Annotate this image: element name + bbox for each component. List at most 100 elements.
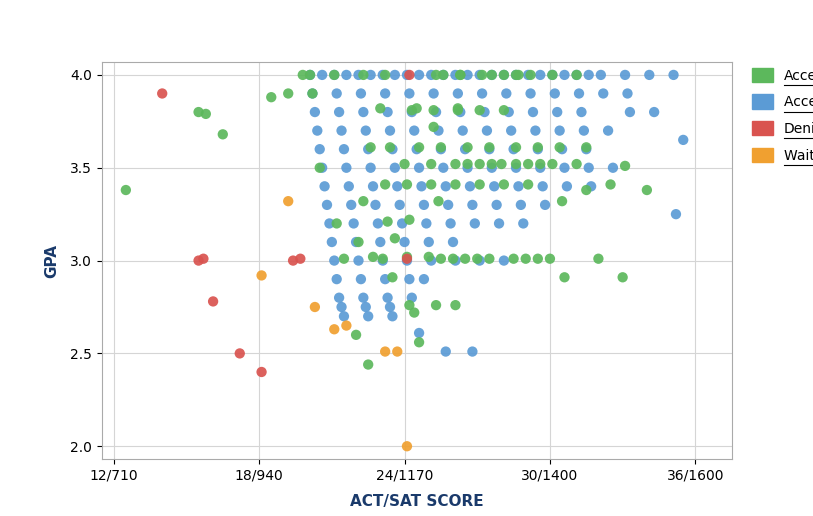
Accepted bbox=[580, 143, 593, 152]
Accepted, Won't Attend bbox=[362, 145, 375, 153]
Accepted bbox=[330, 219, 343, 228]
Accepted, Won't Attend bbox=[328, 256, 341, 265]
Accepted, Won't Attend bbox=[420, 219, 433, 228]
Denied bbox=[403, 71, 416, 79]
Accepted, Won't Attend bbox=[393, 201, 406, 209]
Accepted bbox=[328, 71, 341, 79]
Accepted bbox=[546, 160, 559, 168]
Accepted, Won't Attend bbox=[538, 201, 551, 209]
Legend: Accepted, Accepted, Won't Attend, Denied, Wait Listed: Accepted, Accepted, Won't Attend, Denied… bbox=[745, 61, 813, 169]
Accepted, Won't Attend bbox=[364, 71, 377, 79]
Accepted bbox=[350, 331, 363, 339]
Accepted, Won't Attend bbox=[376, 256, 389, 265]
Denied bbox=[233, 349, 246, 358]
Accepted, Won't Attend bbox=[403, 89, 416, 98]
Accepted, Won't Attend bbox=[439, 182, 452, 190]
Accepted, Won't Attend bbox=[374, 238, 387, 246]
Accepted bbox=[473, 180, 486, 188]
Accepted bbox=[432, 197, 445, 205]
Accepted bbox=[410, 104, 423, 112]
Accepted bbox=[476, 71, 489, 79]
Accepted, Won't Attend bbox=[417, 275, 430, 283]
Accepted, Won't Attend bbox=[340, 71, 353, 79]
Accepted, Won't Attend bbox=[330, 275, 343, 283]
Accepted, Won't Attend bbox=[410, 145, 423, 153]
Accepted bbox=[522, 160, 535, 168]
Accepted, Won't Attend bbox=[384, 126, 397, 135]
Accepted, Won't Attend bbox=[422, 238, 435, 246]
Accepted, Won't Attend bbox=[444, 219, 457, 228]
Accepted, Won't Attend bbox=[424, 256, 437, 265]
Accepted, Won't Attend bbox=[335, 126, 348, 135]
Accepted, Won't Attend bbox=[558, 71, 571, 79]
Accepted bbox=[199, 110, 212, 118]
Wait Listed bbox=[308, 303, 321, 311]
Denied bbox=[192, 256, 205, 265]
Accepted bbox=[510, 143, 523, 152]
Accepted bbox=[498, 106, 511, 115]
Accepted bbox=[543, 254, 556, 263]
Accepted, Won't Attend bbox=[507, 145, 520, 153]
Accepted bbox=[403, 301, 416, 309]
Accepted bbox=[265, 93, 278, 101]
Accepted, Won't Attend bbox=[432, 126, 445, 135]
Accepted, Won't Attend bbox=[406, 108, 419, 116]
Accepted, Won't Attend bbox=[389, 164, 402, 172]
Accepted, Won't Attend bbox=[534, 71, 547, 79]
Accepted bbox=[641, 186, 654, 194]
Accepted, Won't Attend bbox=[478, 108, 491, 116]
Accepted, Won't Attend bbox=[412, 71, 425, 79]
Accepted bbox=[398, 160, 411, 168]
Accepted, Won't Attend bbox=[461, 164, 474, 172]
Accepted bbox=[553, 143, 566, 152]
Accepted, Won't Attend bbox=[480, 126, 493, 135]
Accepted, Won't Attend bbox=[570, 71, 583, 79]
Accepted, Won't Attend bbox=[553, 126, 566, 135]
Accepted, Won't Attend bbox=[441, 201, 454, 209]
Accepted, Won't Attend bbox=[463, 182, 476, 190]
Accepted bbox=[454, 71, 467, 79]
Accepted, Won't Attend bbox=[379, 275, 392, 283]
Accepted, Won't Attend bbox=[367, 182, 380, 190]
Wait Listed bbox=[255, 271, 268, 280]
Accepted, Won't Attend bbox=[466, 201, 479, 209]
Accepted bbox=[362, 360, 375, 368]
Accepted, Won't Attend bbox=[449, 71, 462, 79]
Accepted bbox=[374, 104, 387, 112]
Accepted bbox=[434, 143, 447, 152]
Accepted bbox=[381, 217, 394, 225]
Wait Listed bbox=[379, 347, 392, 356]
Accepted bbox=[580, 186, 593, 194]
Accepted, Won't Attend bbox=[376, 71, 389, 79]
Accepted, Won't Attend bbox=[386, 145, 399, 153]
Accepted, Won't Attend bbox=[483, 145, 496, 153]
Accepted bbox=[376, 254, 389, 263]
Accepted, Won't Attend bbox=[352, 256, 365, 265]
Accepted, Won't Attend bbox=[315, 164, 328, 172]
Accepted, Won't Attend bbox=[534, 164, 547, 172]
Accepted bbox=[296, 71, 309, 79]
Accepted, Won't Attend bbox=[498, 256, 511, 265]
Accepted, Won't Attend bbox=[527, 108, 540, 116]
Accepted bbox=[429, 301, 442, 309]
Accepted bbox=[451, 104, 464, 112]
Denied bbox=[156, 89, 169, 98]
Accepted bbox=[555, 197, 568, 205]
Accepted bbox=[616, 273, 629, 281]
Accepted, Won't Attend bbox=[424, 71, 437, 79]
Accepted, Won't Attend bbox=[606, 164, 620, 172]
Accepted, Won't Attend bbox=[357, 108, 370, 116]
Accepted bbox=[303, 71, 316, 79]
Accepted, Won't Attend bbox=[386, 312, 399, 320]
Accepted bbox=[401, 180, 414, 188]
Accepted, Won't Attend bbox=[372, 219, 385, 228]
Accepted bbox=[406, 106, 419, 115]
Accepted, Won't Attend bbox=[510, 164, 523, 172]
Wait Listed bbox=[328, 325, 341, 333]
Accepted, Won't Attend bbox=[502, 108, 515, 116]
Accepted, Won't Attend bbox=[325, 238, 338, 246]
Accepted bbox=[422, 253, 435, 261]
Accepted, Won't Attend bbox=[345, 201, 358, 209]
Accepted, Won't Attend bbox=[308, 108, 321, 116]
Accepted bbox=[313, 164, 326, 172]
